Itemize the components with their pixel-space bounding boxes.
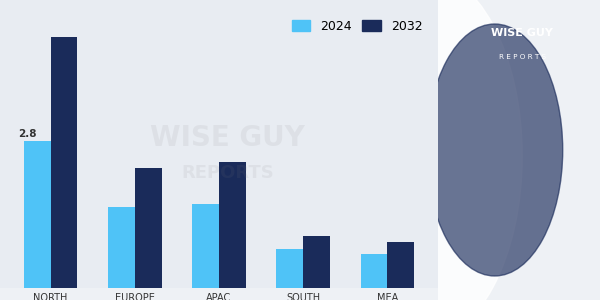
Text: WISE GUY: WISE GUY bbox=[491, 28, 553, 38]
Bar bbox=[23, 141, 50, 288]
Bar bbox=[192, 204, 219, 288]
Bar bbox=[135, 168, 162, 288]
Circle shape bbox=[427, 24, 563, 276]
Circle shape bbox=[322, 0, 522, 300]
Bar bbox=[50, 37, 77, 288]
Text: REPORTS: REPORTS bbox=[181, 164, 274, 182]
Bar bbox=[219, 162, 246, 288]
Bar bbox=[388, 242, 415, 288]
Bar bbox=[108, 207, 135, 288]
Bar bbox=[276, 249, 303, 288]
Text: 2.8: 2.8 bbox=[19, 129, 37, 139]
Legend: 2024, 2032: 2024, 2032 bbox=[287, 15, 427, 38]
Bar bbox=[303, 236, 330, 288]
Text: WISE GUY: WISE GUY bbox=[151, 124, 305, 152]
Text: R E P O R T S: R E P O R T S bbox=[499, 54, 546, 60]
Bar bbox=[361, 254, 388, 288]
